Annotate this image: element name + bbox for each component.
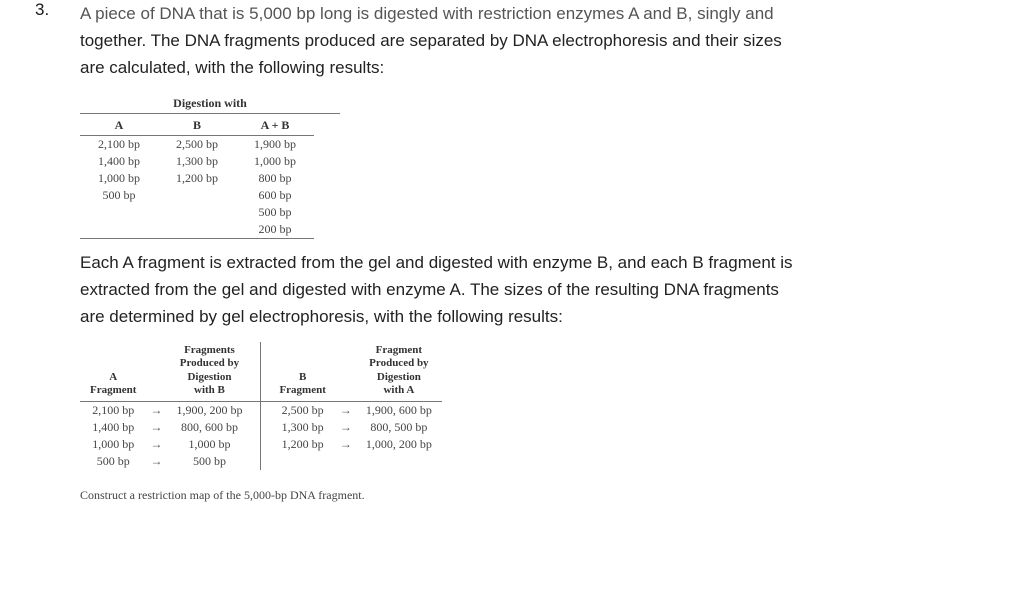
cell: 500 bp (80, 187, 158, 204)
digestion-table: Digestion with A B A + B 2,100 bp 2,500 … (80, 96, 964, 239)
arrow-icon: → (146, 453, 166, 470)
para2-line-3: are determined by gel electrophoresis, w… (80, 303, 964, 330)
table2-header-afrag: AFragment (80, 342, 146, 401)
arrow-header (336, 342, 356, 401)
cell: 1,000, 200 bp (356, 436, 442, 453)
cell: 1,200 bp (158, 170, 236, 187)
table1-header-b: B (158, 116, 236, 136)
cell: 1,900 bp (236, 135, 314, 153)
arrow-icon: → (146, 436, 166, 453)
arrow-icon: → (336, 436, 356, 453)
cell: 1,300 bp (261, 419, 336, 436)
question-line-3: are calculated, with the following resul… (80, 54, 964, 81)
cell: 1,900, 600 bp (356, 401, 442, 419)
table1-header-row: A B A + B (80, 116, 314, 136)
cell: 500 bp (80, 453, 146, 470)
table-row: 200 bp (80, 221, 314, 239)
page-content: 3. A piece of DNA that is 5,000 bp long … (0, 0, 1024, 503)
cell: 1,000 bp (236, 153, 314, 170)
arrow-icon: → (336, 419, 356, 436)
table-row: 500 bp (80, 204, 314, 221)
secondary-digestion-table: AFragment FragmentsProduced byDigestionw… (80, 342, 964, 470)
cell: 800, 500 bp (356, 419, 442, 436)
table-row: 500 bp → 500 bp (80, 453, 442, 470)
cell: 1,000 bp (80, 436, 146, 453)
cell (80, 221, 158, 239)
question-line-1: A piece of DNA that is 5,000 bp long is … (80, 0, 964, 27)
cell: 600 bp (236, 187, 314, 204)
cell (261, 453, 336, 470)
cell: 1,000 bp (166, 436, 261, 453)
instruction-text: Construct a restriction map of the 5,000… (80, 488, 964, 503)
para2-line-1: Each A fragment is extracted from the ge… (80, 249, 964, 276)
table-row: 1,000 bp 1,200 bp 800 bp (80, 170, 314, 187)
cell: 2,500 bp (261, 401, 336, 419)
arrow-icon: → (146, 419, 166, 436)
cell: 1,900, 200 bp (166, 401, 261, 419)
table2: AFragment FragmentsProduced byDigestionw… (80, 342, 442, 470)
arrow-icon: → (336, 401, 356, 419)
cell: 1,300 bp (158, 153, 236, 170)
table2-header-bfrag: BFragment (261, 342, 336, 401)
cell: 500 bp (236, 204, 314, 221)
table2-header-aprod: FragmentsProduced byDigestionwith B (166, 342, 261, 401)
arrow-header (146, 342, 166, 401)
question-number: 3. (35, 0, 49, 20)
cell: 1,400 bp (80, 419, 146, 436)
cell (158, 187, 236, 204)
arrow-icon (336, 453, 356, 470)
cell: 1,000 bp (80, 170, 158, 187)
table-row: 1,000 bp → 1,000 bp 1,200 bp → 1,000, 20… (80, 436, 442, 453)
table-row: 2,100 bp 2,500 bp 1,900 bp (80, 135, 314, 153)
cell (80, 204, 158, 221)
cell (158, 204, 236, 221)
cell: 1,200 bp (261, 436, 336, 453)
table1-header-ab: A + B (236, 116, 314, 136)
cell: 800 bp (236, 170, 314, 187)
cell: 1,400 bp (80, 153, 158, 170)
para2-line-2: extracted from the gel and digested with… (80, 276, 964, 303)
cell (356, 453, 442, 470)
table2-header-bprod: FragmentProduced byDigestionwith A (356, 342, 442, 401)
cell: 2,100 bp (80, 401, 146, 419)
table1-caption: Digestion with (80, 96, 340, 114)
table-row: 1,400 bp 1,300 bp 1,000 bp (80, 153, 314, 170)
cell: 500 bp (166, 453, 261, 470)
table2-header-row: AFragment FragmentsProduced byDigestionw… (80, 342, 442, 401)
table-row: 2,100 bp → 1,900, 200 bp 2,500 bp → 1,90… (80, 401, 442, 419)
arrow-icon: → (146, 401, 166, 419)
cell (158, 221, 236, 239)
cell: 2,100 bp (80, 135, 158, 153)
cell: 800, 600 bp (166, 419, 261, 436)
table1: A B A + B 2,100 bp 2,500 bp 1,900 bp 1,4… (80, 116, 314, 239)
question-line-2: together. The DNA fragments produced are… (80, 27, 964, 54)
table-row: 1,400 bp → 800, 600 bp 1,300 bp → 800, 5… (80, 419, 442, 436)
table-row: 500 bp 600 bp (80, 187, 314, 204)
table1-header-a: A (80, 116, 158, 136)
cell: 200 bp (236, 221, 314, 239)
cell: 2,500 bp (158, 135, 236, 153)
